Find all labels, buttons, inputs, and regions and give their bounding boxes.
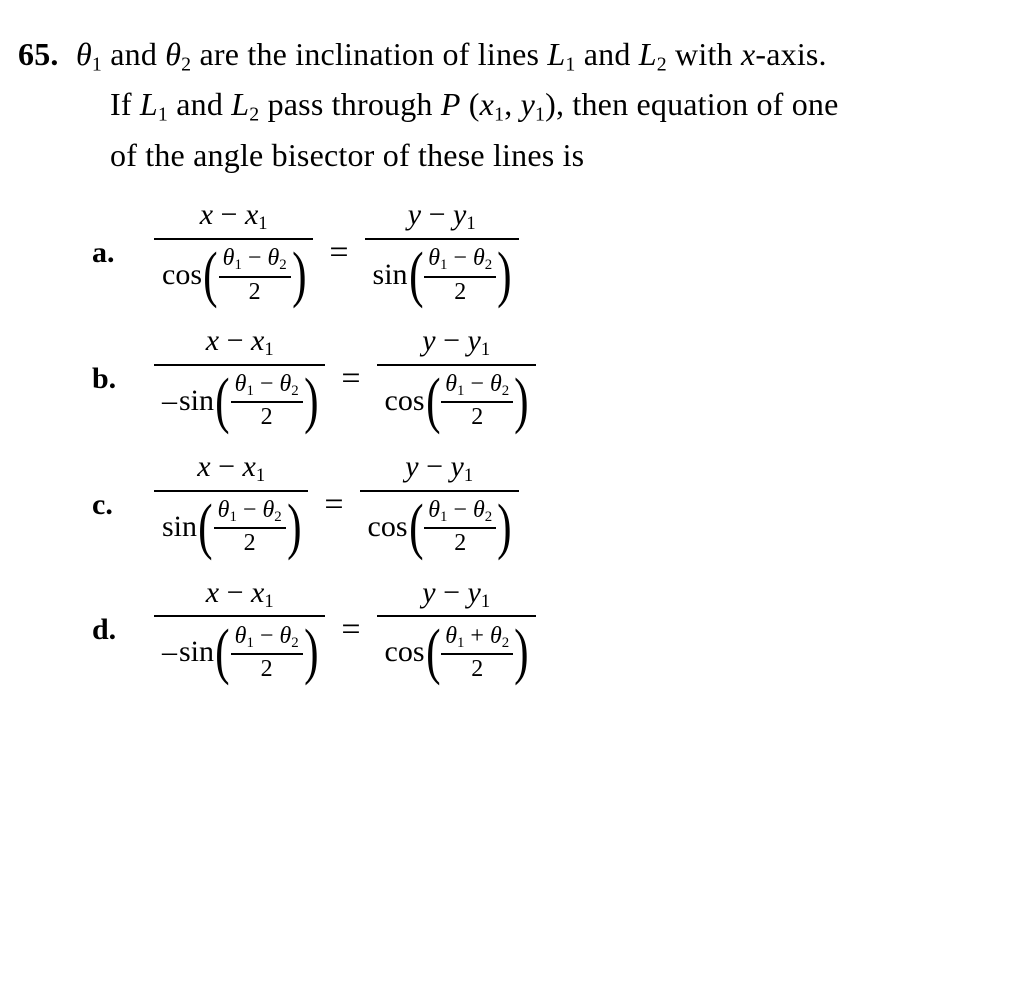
option-a: a. x − x1 cos ( θ1 − θ2 2 ) = [92, 198, 978, 308]
stem-line-3: of the angle bisector of these lines is [76, 131, 978, 181]
rhs-fraction: y − y1 cos ( θ1 + θ2 2 ) [377, 576, 536, 686]
option-d: d. x − x1 – sin ( θ1 − θ2 2 ) = [92, 576, 978, 686]
option-c-equation: x − x1 sin ( θ1 − θ2 2 ) = y − y1 [148, 450, 525, 560]
option-label-c: c. [92, 488, 148, 522]
option-b: b. x − x1 – sin ( θ1 − θ2 2 ) = [92, 324, 978, 434]
question-stem: 65. θ1 and θ2 are the inclination of lin… [76, 30, 978, 180]
lhs-fraction: x − x1 – sin ( θ1 − θ2 2 ) [154, 324, 325, 434]
lhs-fraction: x − x1 sin ( θ1 − θ2 2 ) [154, 450, 308, 560]
option-d-equation: x − x1 – sin ( θ1 − θ2 2 ) = y − y1 [148, 576, 542, 686]
option-c: c. x − x1 sin ( θ1 − θ2 2 ) = y − y1 [92, 450, 978, 560]
rhs-fraction: y − y1 cos ( θ1 − θ2 2 ) [377, 324, 536, 434]
option-label-b: b. [92, 362, 148, 396]
option-b-equation: x − x1 – sin ( θ1 − θ2 2 ) = y − y1 [148, 324, 542, 434]
option-label-a: a. [92, 236, 148, 270]
lhs-fraction: x − x1 cos ( θ1 − θ2 2 ) [154, 198, 313, 308]
option-a-equation: x − x1 cos ( θ1 − θ2 2 ) = y − y1 [148, 198, 525, 308]
options-list: a. x − x1 cos ( θ1 − θ2 2 ) = [76, 198, 978, 685]
lhs-fraction: x − x1 – sin ( θ1 − θ2 2 ) [154, 576, 325, 686]
option-label-d: d. [92, 613, 148, 647]
stem-line-1: θ1 and θ2 are the inclination of lines L… [76, 30, 978, 80]
rhs-fraction: y − y1 cos ( θ1 − θ2 2 ) [360, 450, 519, 560]
stem-line-2: If L1 and L2 pass through P (x1, y1), th… [76, 80, 978, 130]
question-number: 65. [18, 30, 59, 80]
rhs-fraction: y − y1 sin ( θ1 − θ2 2 ) [365, 198, 519, 308]
